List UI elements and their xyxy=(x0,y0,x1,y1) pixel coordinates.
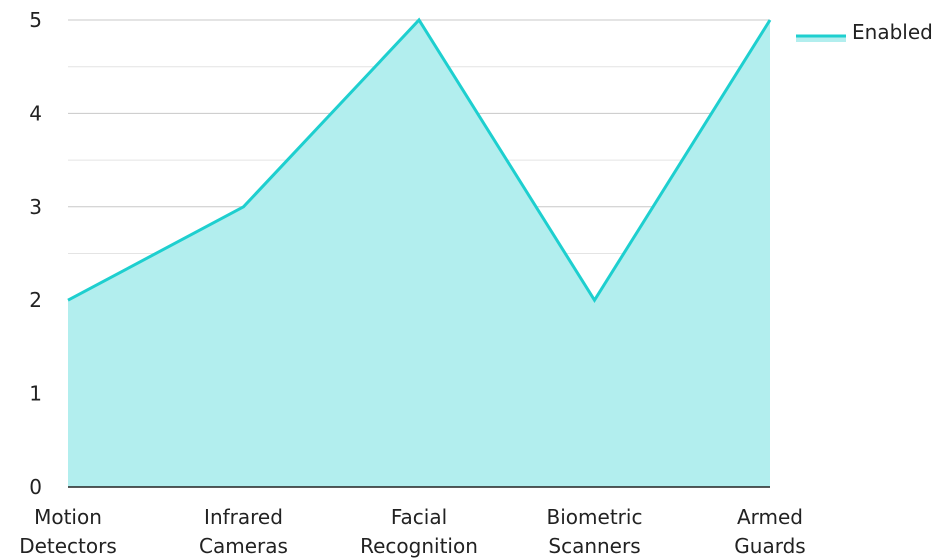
y-tick-label: 5 xyxy=(29,8,42,32)
y-tick-label: 2 xyxy=(29,288,42,312)
y-axis: 0 1 2 3 4 5 xyxy=(29,8,42,499)
y-tick-label: 4 xyxy=(29,101,42,125)
y-tick-label: 1 xyxy=(29,382,42,406)
area-fill-enabled xyxy=(68,20,770,487)
x-tick-label: Motion Detectors xyxy=(19,505,117,558)
x-tick-label: Biometric Scanners xyxy=(547,505,643,558)
legend-label-enabled: Enabled xyxy=(852,20,933,44)
y-tick-label: 3 xyxy=(29,195,42,219)
legend[interactable]: Enabled xyxy=(796,20,933,44)
x-tick-label: Armed Guards xyxy=(734,505,805,558)
x-tick-label: Infrared Cameras xyxy=(199,505,288,558)
series-area xyxy=(68,20,770,487)
x-axis: Motion Detectors Infrared Cameras Facial Reco… xyxy=(19,487,806,558)
y-tick-label: 0 xyxy=(29,475,42,499)
x-tick-label: Facial Recognition xyxy=(360,505,478,558)
